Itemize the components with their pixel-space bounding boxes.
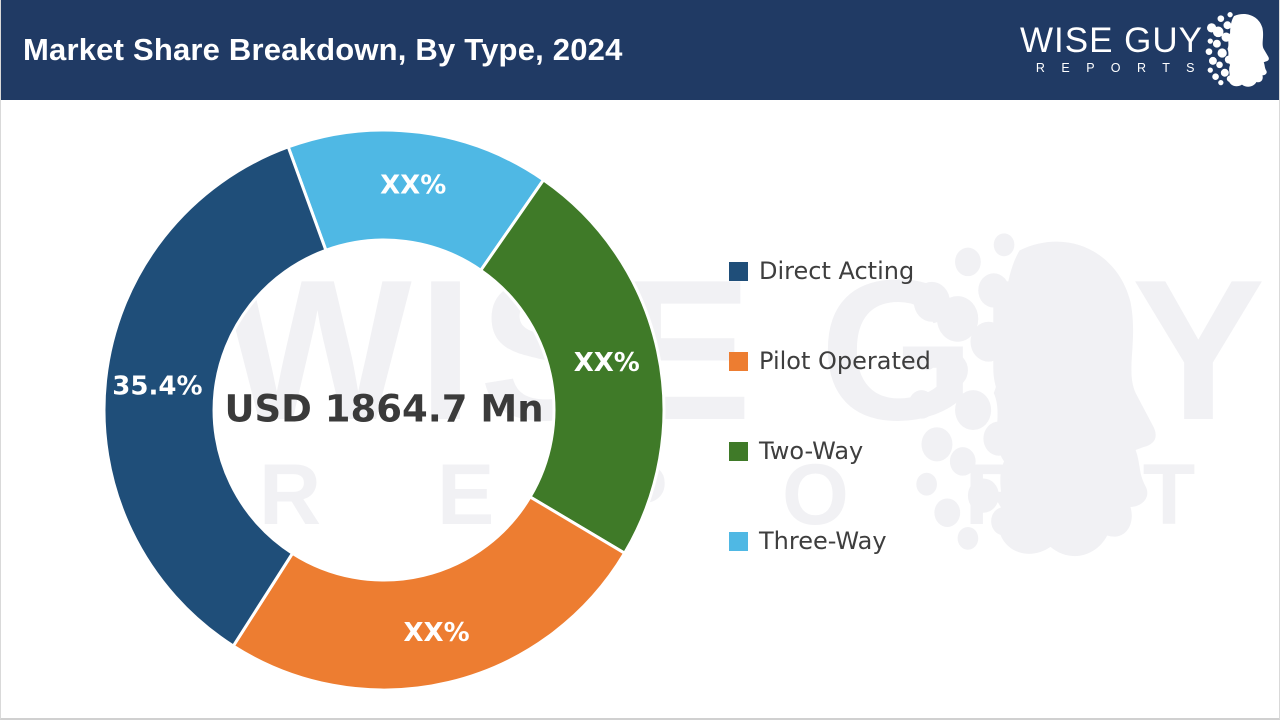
donut-segment-direct-acting <box>102 145 328 648</box>
logo-text: WISE GUY R E P O R T S <box>1020 23 1203 75</box>
legend-item-pilot-operated: Pilot Operated <box>729 347 931 375</box>
segment-label-three-way: XX% <box>380 170 446 200</box>
legend-label: Two-Way <box>759 437 864 465</box>
legend-item-two-way: Two-Way <box>729 437 931 465</box>
segment-label-two-way: XX% <box>574 348 640 378</box>
legend-item-direct-acting: Direct Acting <box>729 257 931 285</box>
segment-label-pilot-operated: XX% <box>404 618 470 648</box>
legend-item-three-way: Three-Way <box>729 527 931 555</box>
logo-subtitle: R E P O R T S <box>1035 61 1201 76</box>
segment-label-direct-acting: 35.4% <box>112 371 202 401</box>
legend-label: Pilot Operated <box>759 347 931 375</box>
wise-guy-logo: WISE GUY R E P O R T S <box>1020 9 1271 89</box>
page-title: Market Share Breakdown, By Type, 2024 <box>23 32 623 67</box>
logo-face-icon <box>1205 12 1269 87</box>
legend-label: Three-Way <box>759 527 887 555</box>
legend-label: Direct Acting <box>759 257 915 285</box>
donut-segment-two-way <box>479 178 666 555</box>
header-bar: Market Share Breakdown, By Type, 2024 WI… <box>1 0 1279 100</box>
chart-legend: Direct Acting Pilot Operated Two-Way Thr… <box>729 257 931 617</box>
legend-swatch <box>729 531 748 551</box>
donut-segment-three-way <box>286 128 545 272</box>
legend-swatch <box>729 441 748 461</box>
donut-segment-pilot-operated <box>231 495 627 692</box>
legend-swatch <box>729 351 748 371</box>
logo-wordmark: WISE GUY <box>1019 21 1203 61</box>
legend-swatch <box>729 261 748 281</box>
donut-center-value: USD 1864.7 Mn <box>224 387 544 431</box>
